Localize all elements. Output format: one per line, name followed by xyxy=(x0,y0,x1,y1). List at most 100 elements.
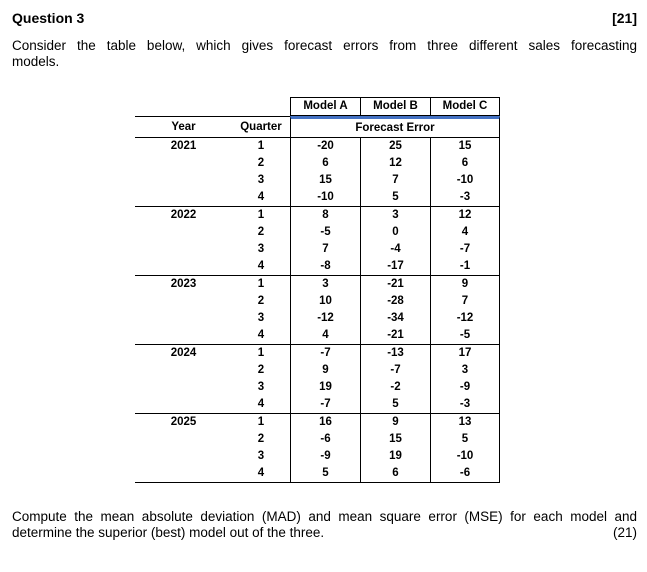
model-c-cell: -7 xyxy=(430,241,500,258)
model-a-cell: 15 xyxy=(290,172,360,189)
quarter-cell: 4 xyxy=(257,398,265,410)
model-b-cell: 15 xyxy=(360,431,430,448)
table-row: 3 7 -4 -7 xyxy=(135,241,500,258)
quarter-cell: 3 xyxy=(257,174,265,186)
quarter-cell: 3 xyxy=(257,243,265,255)
closing-line-2: determine the superior (best) model out … xyxy=(12,525,325,540)
year-cell: 2021 xyxy=(135,137,232,155)
quarter-cell: 1 xyxy=(232,137,290,155)
year-cell: 2025 xyxy=(135,413,232,431)
year-cell: 2023 xyxy=(135,275,232,293)
table-row: 3 15 7 -10 xyxy=(135,172,500,189)
model-c-cell: -10 xyxy=(430,448,500,465)
forecast-error-header: Forecast Error xyxy=(290,116,500,137)
model-c-cell: -5 xyxy=(430,327,500,344)
model-a-cell: 5 xyxy=(290,465,360,483)
quarter-cell: 1 xyxy=(232,413,290,431)
model-b-cell: 6 xyxy=(360,465,430,483)
table-row: 2 10 -28 7 xyxy=(135,293,500,310)
table-row: 4 5 6 -6 xyxy=(135,465,500,483)
table-body: 2021 1 -20 25 15 2 6 12 6 3 15 7 -10 4 -… xyxy=(135,137,500,483)
model-a-cell: -8 xyxy=(290,258,360,275)
quarter-cell: 4 xyxy=(257,260,265,272)
table-row: 3 -12 -34 -12 xyxy=(135,310,500,327)
table-row: 2 -5 0 4 xyxy=(135,224,500,241)
year-cell xyxy=(135,448,232,465)
model-a-cell: 10 xyxy=(290,293,360,310)
quarter-cell: 2 xyxy=(257,364,265,376)
quarter-cell: 3 xyxy=(257,381,265,393)
model-a-cell: -7 xyxy=(290,344,360,362)
model-b-cell: 19 xyxy=(360,448,430,465)
table-row: 2 -6 15 5 xyxy=(135,431,500,448)
quarter-header: Quarter xyxy=(232,116,290,137)
year-cell xyxy=(135,327,232,344)
model-a-cell: -10 xyxy=(290,189,360,206)
model-c-cell: -3 xyxy=(430,189,500,206)
year-cell xyxy=(135,189,232,206)
model-c-cell: -9 xyxy=(430,379,500,396)
quarter-cell: 2 xyxy=(257,157,265,169)
quarter-cell: 3 xyxy=(257,450,265,462)
quarter-cell: 2 xyxy=(257,226,265,238)
model-b-cell: -21 xyxy=(360,275,430,293)
year-cell xyxy=(135,155,232,172)
quarter-cell: 3 xyxy=(257,312,265,324)
model-a-header: Model A xyxy=(290,97,360,116)
model-a-cell: -20 xyxy=(290,137,360,155)
model-a-cell: 3 xyxy=(290,275,360,293)
table-row: 2025 1 16 9 13 xyxy=(135,413,500,431)
model-a-cell: 4 xyxy=(290,327,360,344)
model-a-cell: 6 xyxy=(290,155,360,172)
quarter-cell: 1 xyxy=(232,344,290,362)
model-a-cell: -9 xyxy=(290,448,360,465)
model-header-row: Model A Model B Model C xyxy=(135,97,500,116)
year-cell xyxy=(135,293,232,310)
table-row: 4 -10 5 -3 xyxy=(135,189,500,206)
model-b-cell: -7 xyxy=(360,362,430,379)
model-c-cell: -6 xyxy=(430,465,500,483)
model-b-cell: 9 xyxy=(360,413,430,431)
closing-line-1: Compute the mean absolute deviation (MAD… xyxy=(12,509,637,524)
question-marks: [21] xyxy=(612,10,637,26)
year-cell xyxy=(135,379,232,396)
model-b-cell: 7 xyxy=(360,172,430,189)
model-a-cell: 19 xyxy=(290,379,360,396)
model-c-cell: 4 xyxy=(430,224,500,241)
model-c-cell: -12 xyxy=(430,310,500,327)
closing-marks: (21) xyxy=(612,525,637,540)
year-cell xyxy=(135,241,232,258)
model-c-header: Model C xyxy=(430,97,500,116)
model-b-header: Model B xyxy=(360,97,430,116)
model-c-cell: 6 xyxy=(430,155,500,172)
table-row: 4 -7 5 -3 xyxy=(135,396,500,413)
model-c-cell: 15 xyxy=(430,137,500,155)
year-cell xyxy=(135,431,232,448)
quarter-cell: 2 xyxy=(257,295,265,307)
model-a-cell: 8 xyxy=(290,206,360,224)
year-cell: 2024 xyxy=(135,344,232,362)
model-a-cell: -12 xyxy=(290,310,360,327)
model-b-cell: 0 xyxy=(360,224,430,241)
model-b-cell: -13 xyxy=(360,344,430,362)
model-c-cell: -10 xyxy=(430,172,500,189)
year-cell xyxy=(135,224,232,241)
year-cell xyxy=(135,258,232,275)
model-c-cell: 9 xyxy=(430,275,500,293)
intro-line-1: Consider the table below, which gives fo… xyxy=(12,38,637,53)
table-row: 3 -9 19 -10 xyxy=(135,448,500,465)
forecast-error-table: Model A Model B Model C Year Quarter For… xyxy=(135,97,500,483)
model-c-cell: 5 xyxy=(430,431,500,448)
model-b-cell: -28 xyxy=(360,293,430,310)
quarter-cell: 4 xyxy=(257,191,265,203)
model-c-cell: -3 xyxy=(430,396,500,413)
question-header: Question 3 [21] xyxy=(12,10,637,26)
question-title: Question 3 xyxy=(12,10,85,26)
quarter-cell: 4 xyxy=(257,329,265,341)
model-b-cell: -4 xyxy=(360,241,430,258)
model-b-cell: -21 xyxy=(360,327,430,344)
model-b-cell: 3 xyxy=(360,206,430,224)
quarter-cell: 1 xyxy=(232,275,290,293)
model-c-cell: -1 xyxy=(430,258,500,275)
